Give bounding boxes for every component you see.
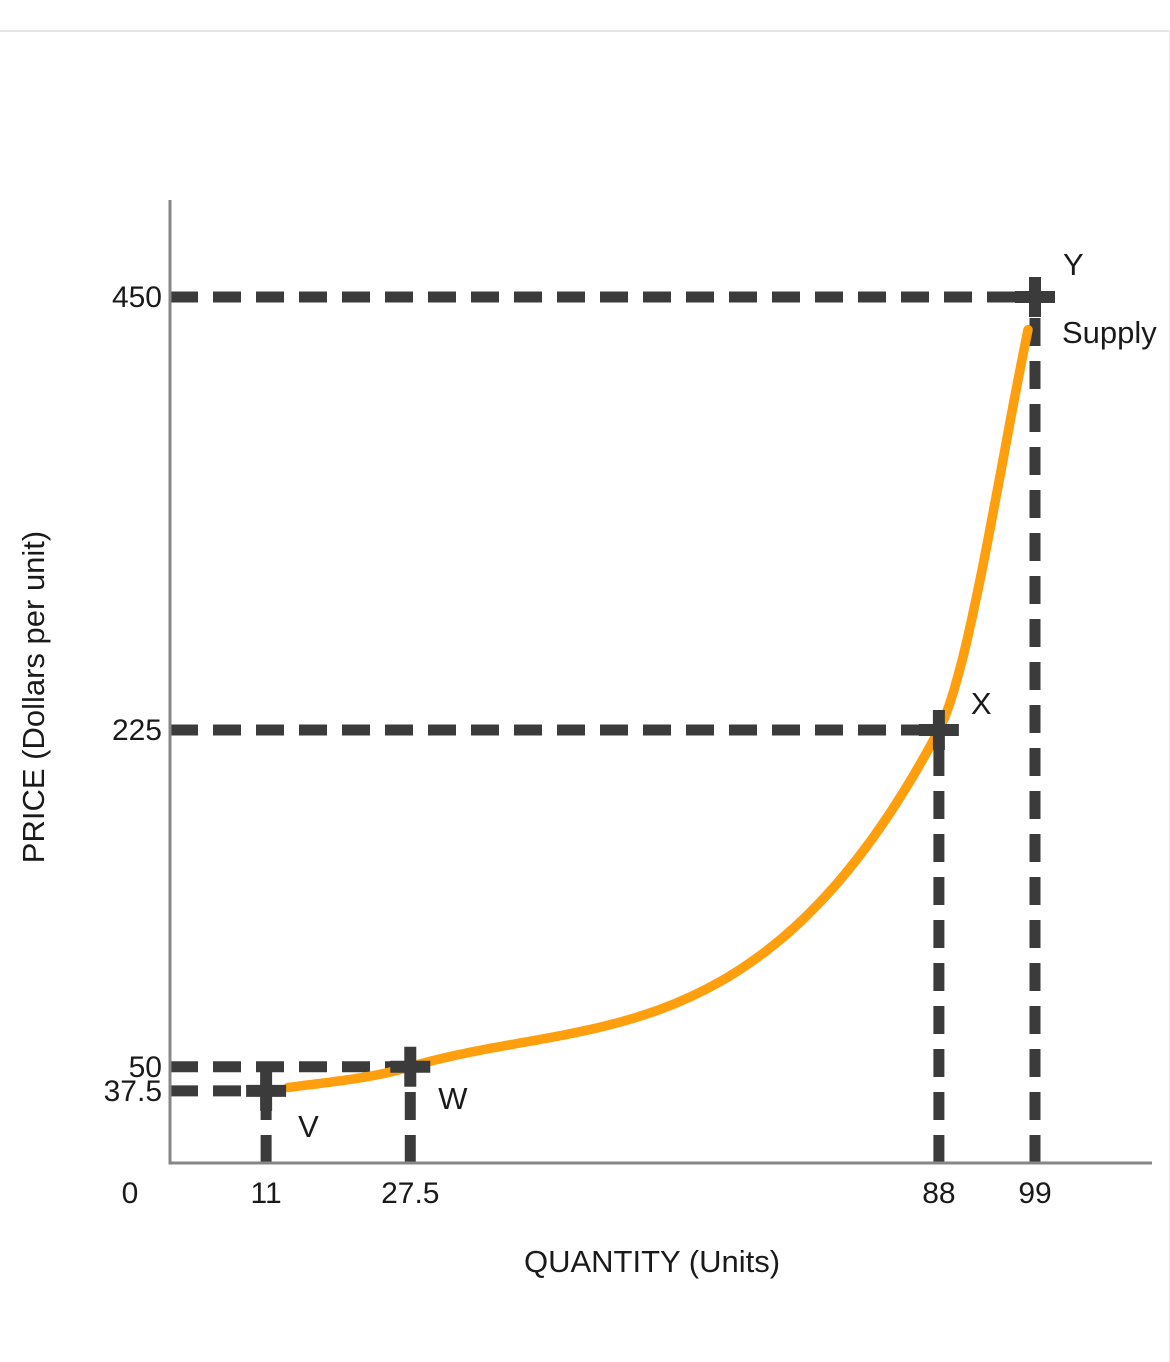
y-tick-label-225: 225: [112, 714, 162, 747]
x-tick-label-88: 88: [922, 1177, 955, 1210]
y-axis-title: PRICE (Dollars per unit): [16, 531, 51, 863]
origin-label: 0: [122, 1177, 139, 1210]
point-label-V: V: [298, 1109, 319, 1144]
supply-curve: [283, 324, 1033, 1093]
top-divider: [0, 30, 1170, 32]
y-tick-label-50: 50: [129, 1051, 162, 1084]
point-label-W: W: [438, 1081, 468, 1116]
x-tick-label-99: 99: [1018, 1177, 1051, 1210]
x-tick-label-11: 11: [251, 1177, 282, 1210]
point-label-X: X: [971, 686, 992, 721]
x-tick-label-27.5: 27.5: [381, 1177, 439, 1210]
y-tick-label-37.5: 37.5: [104, 1075, 162, 1108]
point-label-Y: Y: [1063, 247, 1084, 282]
supply-curve-label: Supply: [1062, 315, 1157, 350]
y-tick-label-450: 450: [112, 281, 162, 314]
x-axis-title: QUANTITY (Units): [524, 1244, 780, 1279]
